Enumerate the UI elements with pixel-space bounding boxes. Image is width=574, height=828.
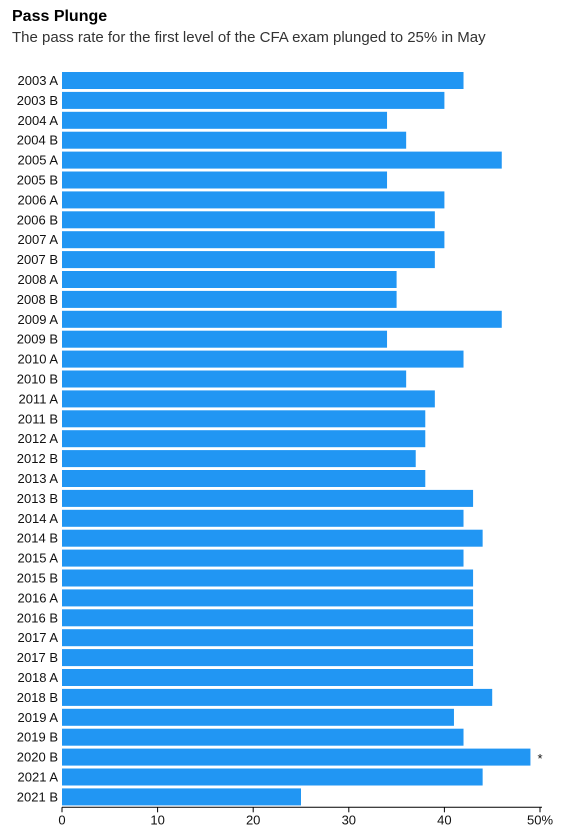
bar	[62, 430, 426, 448]
bar	[62, 231, 445, 249]
bar	[62, 310, 502, 328]
x-tick-label: 40	[437, 812, 451, 827]
category-label: 2008 A	[18, 272, 59, 287]
bar	[62, 688, 493, 706]
category-label: 2018 B	[17, 690, 58, 705]
category-label: 2017 B	[17, 650, 58, 665]
x-tick-label: 50%	[527, 812, 553, 827]
bar	[62, 370, 407, 388]
bar	[62, 350, 464, 368]
bar	[62, 330, 388, 348]
bar	[62, 151, 502, 169]
bar	[62, 669, 474, 686]
bar	[62, 549, 464, 567]
bar	[62, 171, 388, 189]
category-label: 2019 B	[17, 730, 58, 745]
category-label: 2015 B	[17, 571, 58, 586]
category-label: 2007 A	[18, 232, 59, 247]
category-label: 2004 A	[18, 113, 59, 128]
category-label: 2014 B	[17, 531, 58, 546]
category-label: 2006 A	[18, 192, 59, 207]
bar	[62, 529, 483, 547]
bar	[62, 728, 464, 746]
category-label: 2005 B	[17, 173, 58, 188]
category-label: 2014 A	[18, 511, 59, 526]
bar	[62, 748, 531, 766]
bar	[62, 390, 435, 408]
bar	[62, 271, 397, 288]
category-label: 2015 A	[18, 551, 59, 566]
x-tick-label: 20	[246, 812, 260, 827]
category-label: 2006 B	[17, 212, 58, 227]
category-label: 2008 B	[17, 292, 58, 307]
bar	[62, 788, 301, 806]
category-label: 2003 B	[17, 93, 58, 108]
x-tick-label: 10	[150, 812, 164, 827]
bar	[62, 211, 435, 229]
category-label: 2005 A	[18, 153, 59, 168]
x-tick-label: 30	[342, 812, 356, 827]
bar	[62, 649, 474, 667]
bar-annotation: *	[537, 751, 542, 766]
bar	[62, 91, 445, 109]
category-label: 2013 A	[18, 471, 59, 486]
category-label: 2018 A	[18, 670, 59, 685]
category-label: 2009 A	[18, 312, 59, 327]
category-label: 2016 B	[17, 610, 58, 625]
category-label: 2021 B	[17, 789, 58, 804]
category-label: 2020 B	[17, 750, 58, 765]
category-label: 2021 A	[18, 770, 59, 785]
category-label: 2011 B	[18, 411, 58, 426]
chart-subtitle: The pass rate for the first level of the…	[12, 29, 486, 46]
bar	[62, 410, 426, 428]
chart-title: Pass Plunge	[12, 8, 108, 25]
category-label: 2009 B	[17, 332, 58, 347]
category-label: 2007 B	[17, 252, 58, 267]
category-label: 2010 A	[18, 352, 59, 367]
category-label: 2013 B	[17, 491, 58, 506]
category-label: 2019 A	[18, 710, 59, 725]
bar	[62, 708, 454, 726]
category-label: 2010 B	[17, 372, 58, 387]
category-label: 2011 A	[18, 391, 58, 406]
bar	[62, 131, 407, 149]
category-label: 2012 B	[17, 451, 58, 466]
bar	[62, 589, 474, 607]
bar	[62, 450, 416, 468]
bar	[62, 470, 426, 487]
bar	[62, 290, 397, 308]
category-label: 2017 A	[18, 630, 59, 645]
category-label: 2012 A	[18, 431, 59, 446]
bar	[62, 629, 474, 647]
bar	[62, 609, 474, 627]
category-label: 2003 A	[18, 73, 59, 88]
x-tick-label: 0	[58, 812, 65, 827]
category-label: 2016 A	[18, 590, 59, 605]
bar	[62, 111, 388, 129]
bar	[62, 251, 435, 269]
bar	[62, 509, 464, 527]
bar	[62, 569, 474, 587]
category-label: 2004 B	[17, 133, 58, 148]
bar	[62, 489, 474, 507]
bar	[62, 191, 445, 209]
bar	[62, 768, 483, 786]
bar	[62, 72, 464, 89]
